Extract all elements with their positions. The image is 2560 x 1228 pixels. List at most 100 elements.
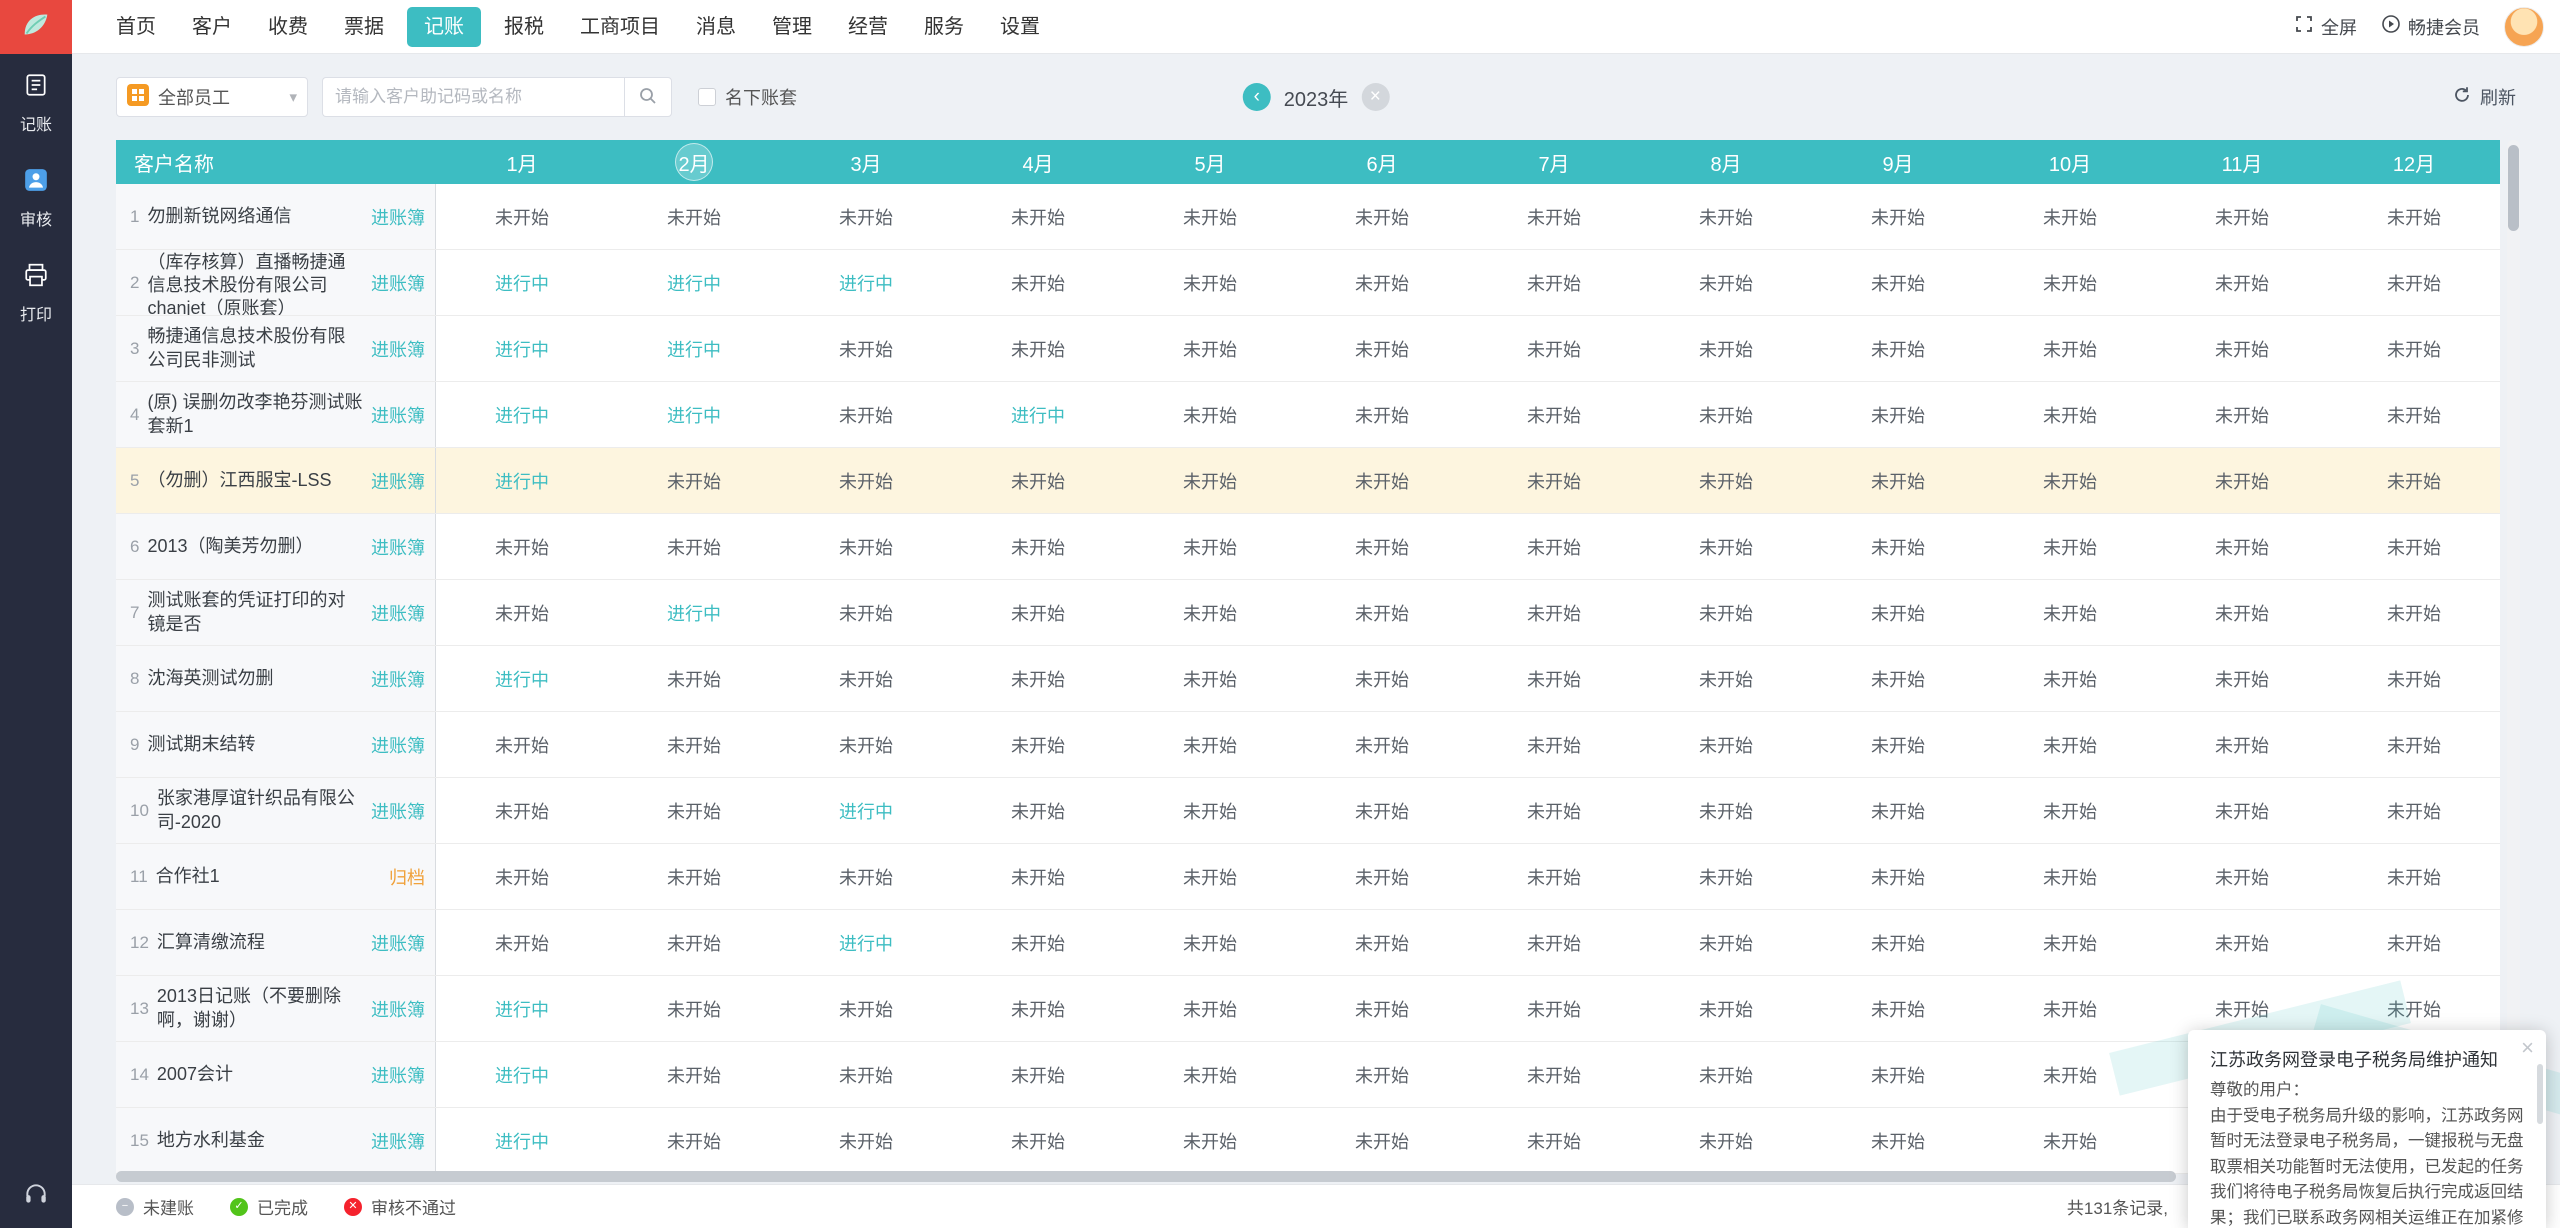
- vertical-scrollbar-thumb[interactable]: [2508, 145, 2519, 231]
- row-action-link[interactable]: 进账簿: [371, 471, 425, 492]
- month-status-cell: 未开始: [839, 603, 893, 624]
- column-header-month-2[interactable]: 2月: [608, 140, 780, 184]
- row-action-link[interactable]: 进账簿: [371, 669, 425, 690]
- nav-item-管理[interactable]: 管理: [772, 15, 812, 38]
- month-status-cell: 未开始: [1527, 867, 1581, 888]
- nav-item-客户[interactable]: 客户: [192, 15, 232, 38]
- help-button[interactable]: [0, 1181, 72, 1212]
- month-status-cell: 未开始: [1011, 273, 1065, 294]
- month-status-cell: 未开始: [2043, 999, 2097, 1020]
- month-status-cell: 未开始: [1699, 207, 1753, 228]
- close-icon[interactable]: ×: [2521, 1035, 2534, 1060]
- row-action-link[interactable]: 进账簿: [371, 933, 425, 954]
- column-header-month-7[interactable]: 7月: [1468, 140, 1640, 184]
- table-row: 11 合作社1 归档 未开始 未开始 未开始 未开始 未开始 未开始 未开始 未开始 未开始 未开始 未开…: [116, 844, 2500, 910]
- notice-scrollbar[interactable]: [2537, 1064, 2543, 1124]
- row-action-link[interactable]: 归档: [389, 867, 425, 888]
- month-status-cell: 未开始: [667, 207, 721, 228]
- nav-item-收费[interactable]: 收费: [268, 15, 308, 38]
- month-status-cell: 未开始: [2215, 273, 2269, 294]
- nav-item-票据[interactable]: 票据: [344, 15, 384, 38]
- user-avatar[interactable]: [2504, 6, 2544, 47]
- own-accounts-checkbox[interactable]: 名下账套: [698, 84, 797, 110]
- row-action-link[interactable]: 进账簿: [371, 603, 425, 624]
- checkbox-box[interactable]: [698, 88, 716, 106]
- column-header-month-12[interactable]: 12月: [2328, 140, 2500, 184]
- row-number: 8: [130, 668, 140, 688]
- column-header-month-5[interactable]: 5月: [1124, 140, 1296, 184]
- month-status-cell: 未开始: [1871, 867, 1925, 888]
- row-number: 1: [130, 206, 140, 226]
- column-header-month-1[interactable]: 1月: [436, 140, 608, 184]
- column-header-month-3[interactable]: 3月: [780, 140, 952, 184]
- month-status-cell: 未开始: [2215, 471, 2269, 492]
- column-header-month-6[interactable]: 6月: [1296, 140, 1468, 184]
- nav-item-报税[interactable]: 报税: [504, 15, 544, 38]
- horizontal-scrollbar[interactable]: [116, 1171, 2176, 1182]
- filter-toolbar: 全部员工 ▾ 名下账套 ‹ 2023年 ×: [72, 54, 2560, 140]
- row-action-link[interactable]: 进账簿: [371, 339, 425, 360]
- year-clear-button[interactable]: ×: [1361, 83, 1390, 111]
- month-status-cell: 未开始: [1699, 801, 1753, 822]
- month-status-cell: 进行中: [1011, 405, 1065, 426]
- table-row: 3 畅捷通信息技术股份有限公司民非测试 进账簿 进行中 进行中 未开始 未开始 未开始 未开始 未…: [116, 316, 2500, 382]
- row-action-link[interactable]: 进账簿: [371, 537, 425, 558]
- row-action-link[interactable]: 进账簿: [371, 207, 425, 228]
- nav-item-设置[interactable]: 设置: [1000, 15, 1040, 38]
- row-action-link[interactable]: 进账簿: [371, 405, 425, 426]
- column-header-month-9[interactable]: 9月: [1812, 140, 1984, 184]
- month-status-cell: 未开始: [1011, 603, 1065, 624]
- headset-icon: [23, 1181, 49, 1212]
- column-header-month-11[interactable]: 11月: [2156, 140, 2328, 184]
- month-status-cell: 未开始: [1183, 339, 1237, 360]
- month-status-cell: 未开始: [1355, 471, 1409, 492]
- column-header-month-4[interactable]: 4月: [952, 140, 1124, 184]
- table-row: 15 地方水利基金 进账簿 进行中 未开始 未开始 未开始 未开始 未开始 未开始 未开始 未开始 未开…: [116, 1108, 2500, 1174]
- month-status-cell: 未开始: [1183, 1065, 1237, 1086]
- year-prev-button[interactable]: ‹: [1242, 83, 1271, 111]
- nav-item-经营[interactable]: 经营: [848, 15, 888, 38]
- sidebar-item-审核[interactable]: 审核: [0, 149, 72, 244]
- column-header-month-10[interactable]: 10月: [1984, 140, 2156, 184]
- month-status-cell: 未开始: [1011, 1065, 1065, 1086]
- row-action-link[interactable]: 进账簿: [371, 735, 425, 756]
- row-action-link[interactable]: 进账簿: [371, 273, 425, 294]
- row-action-link[interactable]: 进账簿: [371, 1131, 425, 1152]
- month-status-cell: 未开始: [2215, 207, 2269, 228]
- table-row: 10 张家港厚谊针织品有限公司-2020 进账簿 未开始 未开始 进行中 未开始 未开始 未开始…: [116, 778, 2500, 844]
- month-status-cell: 未开始: [2043, 933, 2097, 954]
- nav-item-消息[interactable]: 消息: [696, 15, 736, 38]
- row-action-link[interactable]: 进账簿: [371, 999, 425, 1020]
- search-button[interactable]: [624, 77, 672, 117]
- sidebar-item-记账[interactable]: 记账: [0, 54, 72, 149]
- month-status-cell: 未开始: [667, 669, 721, 690]
- customer-name: 测试账套的凭证打印的对镜是否: [147, 590, 346, 634]
- nav-item-服务[interactable]: 服务: [924, 15, 964, 38]
- nav-item-工商项目[interactable]: 工商项目: [580, 15, 660, 38]
- vertical-scrollbar-track[interactable]: [2507, 140, 2520, 1174]
- month-status-cell: 未开始: [1871, 1131, 1925, 1152]
- notice-greeting: 尊敬的用户：: [2210, 1081, 2309, 1099]
- column-header-month-8[interactable]: 8月: [1640, 140, 1812, 184]
- month-status-cell: 未开始: [1527, 207, 1581, 228]
- sidebar-item-打印[interactable]: 打印: [0, 244, 72, 339]
- member-button[interactable]: 畅捷会员: [2381, 14, 2480, 40]
- month-status-cell: 未开始: [1699, 273, 1753, 294]
- month-status-cell: 未开始: [1355, 273, 1409, 294]
- month-status-cell: 未开始: [667, 537, 721, 558]
- row-action-link[interactable]: 进账簿: [371, 1065, 425, 1086]
- month-status-cell: 进行中: [495, 273, 549, 294]
- staff-filter-select[interactable]: 全部员工 ▾: [116, 77, 308, 117]
- refresh-button[interactable]: 刷新: [2452, 84, 2516, 110]
- nav-item-首页[interactable]: 首页: [116, 15, 156, 38]
- row-action-link[interactable]: 进账簿: [371, 801, 425, 822]
- month-status-cell: 未开始: [1183, 405, 1237, 426]
- nav-item-记账[interactable]: 记账: [407, 6, 481, 47]
- staff-filter-icon: [127, 83, 149, 111]
- brand-logo[interactable]: [0, 0, 72, 54]
- search-input[interactable]: [322, 77, 624, 117]
- table-row: 2 （库存核算）直播畅捷通信息技术股份有限公司chanjet（原账套） 进账簿 进行中…: [116, 250, 2500, 316]
- legend-label: 审核不通过: [371, 1199, 456, 1218]
- fullscreen-button[interactable]: 全屏: [2294, 14, 2357, 40]
